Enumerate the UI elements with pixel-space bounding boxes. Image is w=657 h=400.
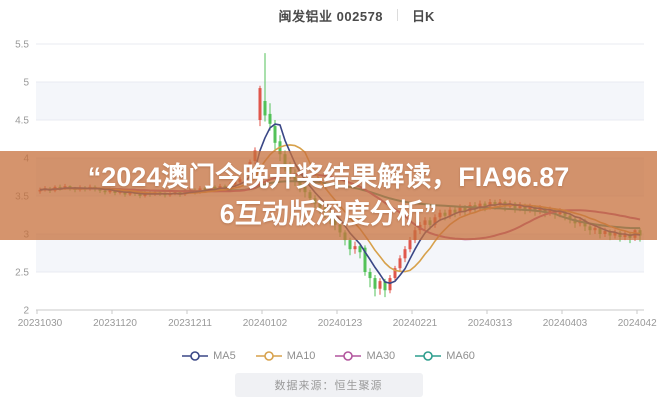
y-axis-tick-label: 2.5 <box>15 268 29 279</box>
stock-title: 闽发铝业 002578 <box>278 8 384 24</box>
legend-item-ma60[interactable]: MA60 <box>415 350 475 362</box>
header-divider <box>397 9 399 21</box>
source-bar: 数据来源：恒生聚源 <box>0 373 657 397</box>
period-tab-daily-k[interactable]: 日K <box>412 8 435 24</box>
x-axis-tick-label: 20231120 <box>93 318 137 329</box>
x-axis-tick-label: 20231030 <box>18 318 63 329</box>
x-axis-tick-label: 20240403 <box>543 318 588 329</box>
candle <box>398 255 402 272</box>
overlay-ad-banner[interactable]: “2024澳门今晚开奖结果解读，FIA96.87 6互动版深度分析” <box>0 151 657 240</box>
candle <box>368 268 372 288</box>
candle <box>373 275 377 297</box>
legend-item-ma10[interactable]: MA10 <box>255 350 316 362</box>
legend-item-ma30[interactable]: MA30 <box>335 350 395 362</box>
candle <box>353 241 357 254</box>
legend-label-ma60: MA60 <box>446 350 475 362</box>
x-axis-tick-label: 20240102 <box>243 318 288 329</box>
candle <box>258 85 262 127</box>
ma-legend: MA5 MA10 MA30 MA60 <box>0 346 657 366</box>
legend-marker-ma60-icon <box>415 351 442 361</box>
candle <box>273 120 277 152</box>
y-axis-tick-label: 5.5 <box>15 40 29 51</box>
y-axis-tick-label: 5 <box>23 78 29 89</box>
x-axis-tick-label: 20231211 <box>168 318 212 329</box>
overlay-ad-text-line2: 6互动版深度分析” <box>219 198 438 229</box>
candle <box>268 103 272 131</box>
overlay-ad-text-line1: “2024澳门今晚开奖结果解读，FIA96.87 <box>87 161 570 192</box>
candle <box>388 275 392 294</box>
legend-label-ma5: MA5 <box>213 350 236 362</box>
y-axis-tick-label: 2 <box>23 306 29 317</box>
legend-marker-ma30-icon <box>335 351 362 361</box>
y-axis-tick-label: 4.5 <box>15 116 29 127</box>
chart-header: 闽发铝业 002578 日K <box>0 0 657 30</box>
legend-item-ma5[interactable]: MA5 <box>182 350 236 362</box>
data-source-label: 数据来源：恒生聚源 <box>234 373 423 397</box>
x-axis-tick-label: 20240123 <box>318 318 363 329</box>
legend-marker-ma10-icon <box>255 351 282 361</box>
candle <box>393 265 397 282</box>
legend-label-ma30: MA30 <box>366 350 396 362</box>
candle <box>348 237 352 256</box>
x-axis-tick-label: 20240313 <box>468 318 513 329</box>
candle <box>378 278 382 295</box>
x-axis-tick-label: 20240425 <box>618 318 657 329</box>
grid-stripe <box>36 82 644 120</box>
candle <box>263 53 267 122</box>
candle <box>358 243 362 259</box>
legend-label-ma10: MA10 <box>286 350 316 362</box>
legend-marker-ma5-icon <box>182 351 209 361</box>
x-axis-tick-label: 20240221 <box>393 318 438 329</box>
grid-stripe <box>36 234 644 272</box>
candle <box>403 246 407 263</box>
